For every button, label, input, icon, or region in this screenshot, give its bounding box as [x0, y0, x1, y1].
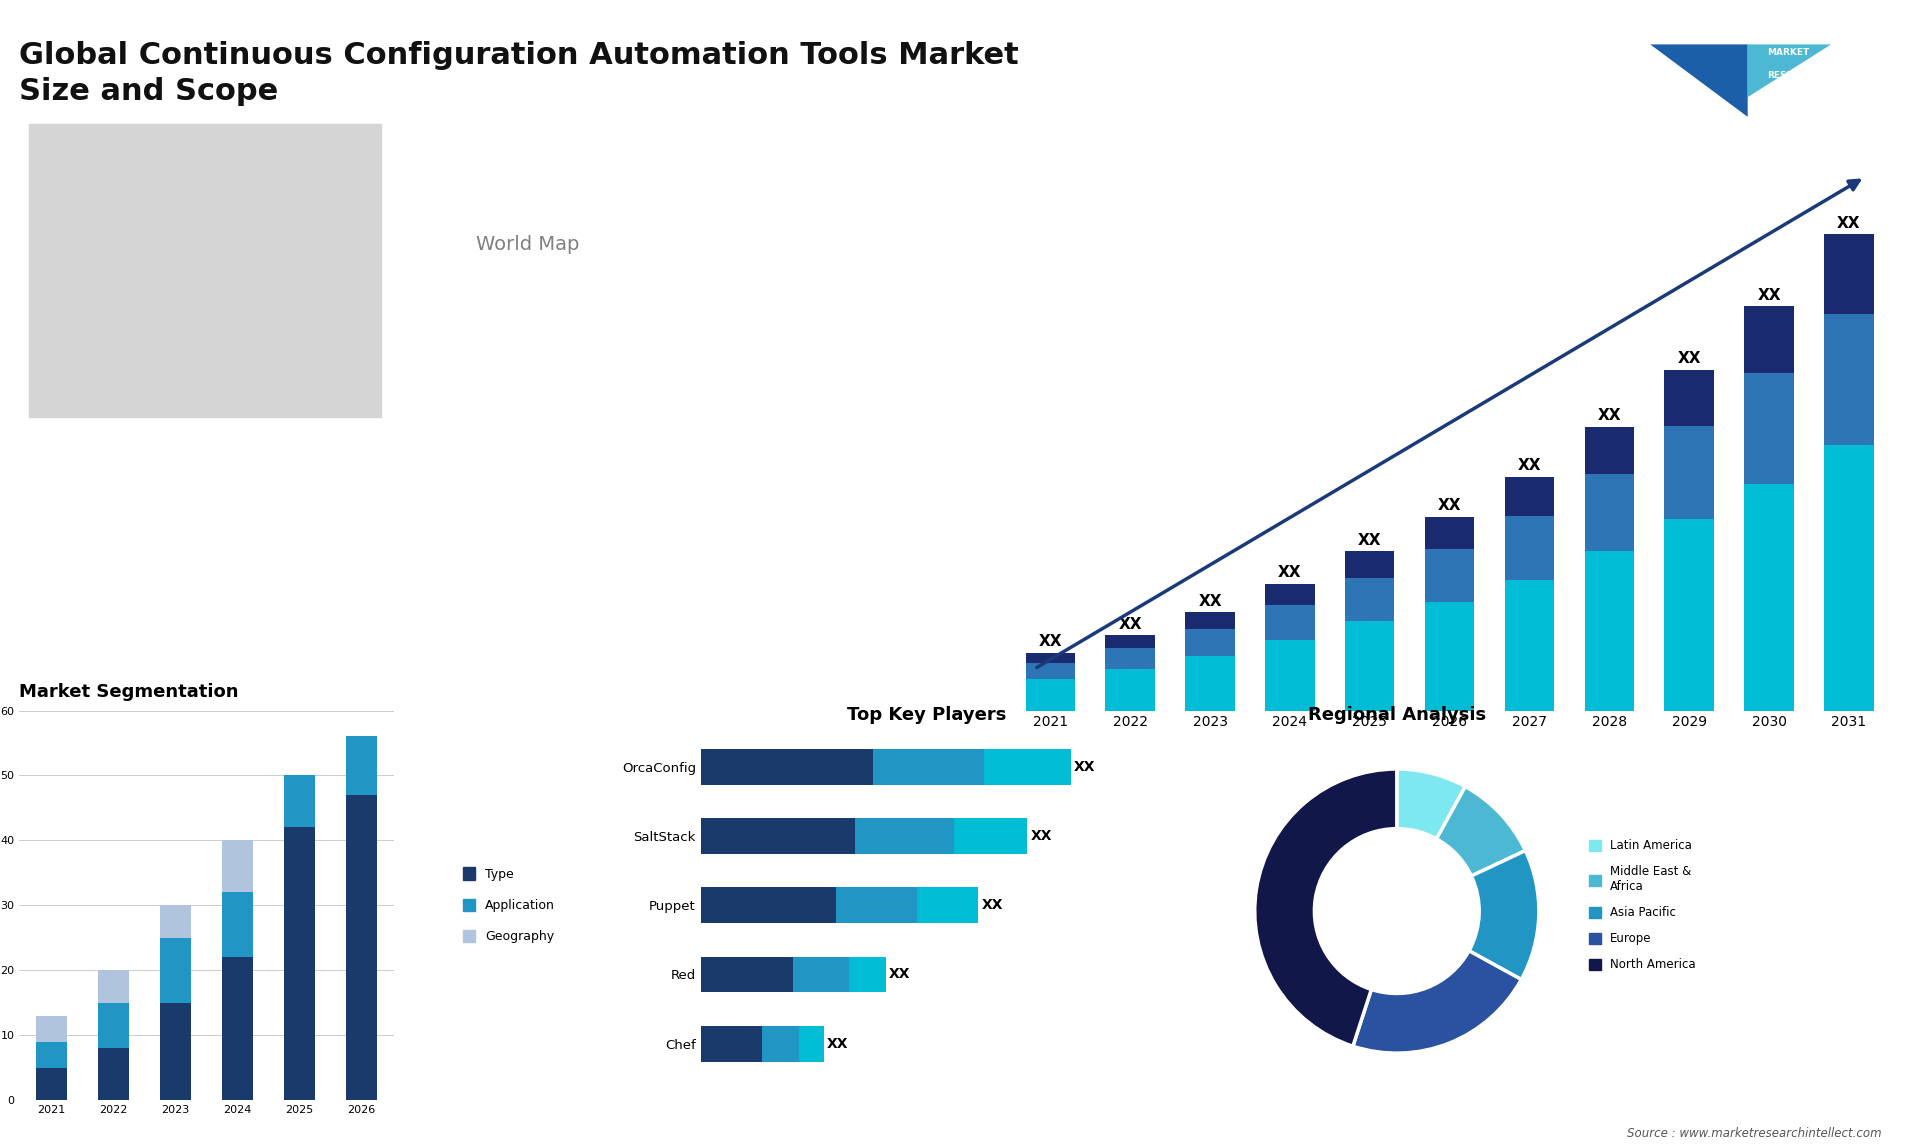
Bar — [1185, 612, 1235, 629]
Text: RESEARCH: RESEARCH — [1766, 71, 1820, 80]
Bar — [98, 971, 129, 1003]
Bar — [837, 887, 916, 924]
Bar — [284, 776, 315, 827]
Text: XX: XX — [1119, 617, 1142, 631]
Bar — [701, 1026, 762, 1061]
Bar — [1743, 374, 1793, 484]
Bar — [223, 893, 253, 957]
Bar — [874, 749, 985, 785]
Bar — [159, 937, 190, 1003]
Text: XX: XX — [1031, 830, 1052, 843]
Bar — [916, 887, 977, 924]
Wedge shape — [1469, 850, 1538, 980]
Bar — [1505, 477, 1553, 516]
Text: Market Segmentation: Market Segmentation — [19, 683, 238, 700]
Legend: Type, Application, Geography: Type, Application, Geography — [457, 863, 561, 948]
Text: XX: XX — [1678, 351, 1701, 366]
Polygon shape — [1747, 45, 1832, 97]
Bar — [1584, 551, 1634, 711]
Bar — [223, 840, 253, 893]
Text: Global Continuous Configuration Automation Tools Market
Size and Scope: Global Continuous Configuration Automati… — [19, 41, 1020, 105]
Bar — [36, 1068, 67, 1100]
Bar — [762, 1026, 799, 1061]
Text: XX: XX — [1597, 408, 1620, 423]
Bar — [1106, 649, 1156, 669]
Bar — [854, 818, 954, 854]
Bar — [1824, 235, 1874, 314]
Bar — [1025, 678, 1075, 711]
Bar — [954, 818, 1027, 854]
Polygon shape — [1649, 45, 1747, 117]
Text: XX: XX — [1073, 760, 1094, 774]
Text: Source : www.marketresearchintellect.com: Source : www.marketresearchintellect.com — [1626, 1128, 1882, 1140]
Wedge shape — [1354, 951, 1521, 1053]
Text: MARKET: MARKET — [1766, 48, 1809, 57]
Bar — [1743, 484, 1793, 711]
Bar — [799, 1026, 824, 1061]
Legend: Latin America, Middle East &
Africa, Asia Pacific, Europe, North America: Latin America, Middle East & Africa, Asi… — [1584, 834, 1701, 976]
Bar — [1106, 635, 1156, 649]
Text: XX: XX — [1837, 215, 1860, 230]
Bar — [29, 124, 382, 417]
Text: XX: XX — [1438, 499, 1461, 513]
Wedge shape — [1436, 786, 1524, 876]
Title: Regional Analysis: Regional Analysis — [1308, 706, 1486, 723]
Bar — [1505, 580, 1553, 711]
Bar — [793, 957, 849, 992]
Bar — [1185, 657, 1235, 711]
Bar — [1265, 605, 1315, 641]
Bar — [1265, 641, 1315, 711]
Bar — [1025, 653, 1075, 662]
Bar — [1824, 314, 1874, 446]
Bar — [346, 737, 376, 795]
Bar — [1025, 662, 1075, 678]
Text: XX: XX — [828, 1037, 849, 1051]
Wedge shape — [1256, 769, 1398, 1046]
Bar — [1346, 551, 1394, 578]
Bar — [1185, 629, 1235, 657]
Bar — [985, 749, 1071, 785]
Bar — [1346, 578, 1394, 621]
Bar — [1584, 427, 1634, 474]
Text: XX: XX — [889, 967, 910, 981]
Text: XX: XX — [981, 898, 1002, 912]
Bar — [1665, 519, 1715, 711]
Bar — [98, 1049, 129, 1100]
Bar — [1346, 621, 1394, 711]
Text: XX: XX — [1198, 594, 1221, 609]
Bar — [849, 957, 885, 992]
Bar — [1505, 516, 1553, 580]
Bar — [1106, 669, 1156, 711]
Bar — [701, 749, 874, 785]
Text: INTELLECT: INTELLECT — [1766, 93, 1820, 102]
Wedge shape — [1396, 769, 1465, 839]
Text: World Map: World Map — [476, 235, 580, 253]
Bar — [1425, 549, 1475, 602]
Bar — [1265, 583, 1315, 605]
Bar — [1824, 446, 1874, 711]
Bar — [36, 1042, 67, 1068]
Bar — [1743, 306, 1793, 374]
Text: XX: XX — [1357, 533, 1382, 548]
Text: XX: XX — [1279, 565, 1302, 580]
Bar — [159, 905, 190, 937]
Bar — [1665, 426, 1715, 519]
Bar — [1425, 602, 1475, 711]
Bar — [701, 887, 837, 924]
Bar — [159, 1003, 190, 1100]
Text: XX: XX — [1039, 634, 1062, 649]
Bar — [284, 827, 315, 1100]
Bar — [346, 795, 376, 1100]
Bar — [701, 818, 854, 854]
Bar — [1584, 474, 1634, 551]
Bar — [701, 957, 793, 992]
Bar — [36, 1015, 67, 1042]
Text: XX: XX — [1757, 288, 1780, 303]
Bar — [1425, 517, 1475, 549]
Bar — [223, 957, 253, 1100]
Bar — [1665, 370, 1715, 426]
Text: XX: XX — [1517, 457, 1542, 473]
Title: Top Key Players: Top Key Players — [847, 706, 1006, 723]
Bar — [98, 1003, 129, 1049]
